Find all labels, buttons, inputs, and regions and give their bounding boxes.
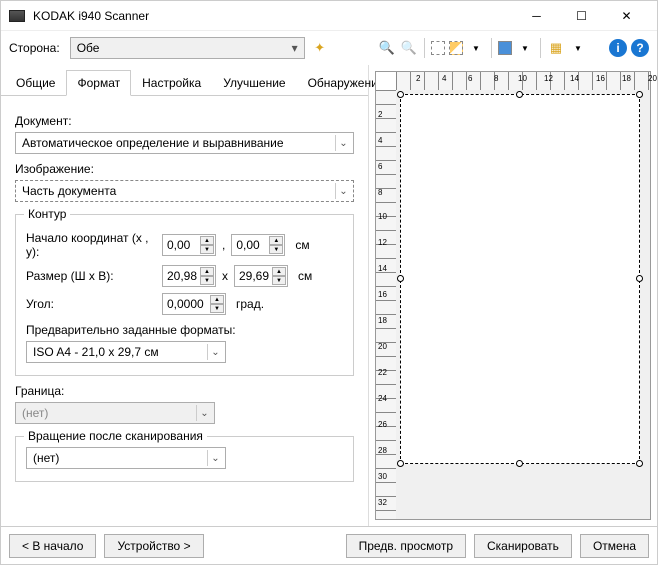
zoom-in-icon[interactable]: 🔍 bbox=[378, 39, 396, 57]
side-value: Обе bbox=[77, 41, 100, 55]
preview-button[interactable]: Предв. просмотр bbox=[346, 534, 466, 558]
rotation-value: (нет) bbox=[33, 451, 59, 465]
cancel-button[interactable]: Отмена bbox=[580, 534, 649, 558]
toolbar: Сторона: Обе ✦ 🔍 🔍 ▼ ▼ ▦ ▼ i ? bbox=[1, 31, 657, 65]
tabs: Общие Формат Настройка Улучшение Обнаруж… bbox=[1, 65, 368, 96]
unit-deg: град. bbox=[236, 297, 264, 311]
handle-n[interactable] bbox=[516, 91, 523, 98]
side-label: Сторона: bbox=[9, 41, 60, 55]
separator bbox=[491, 38, 492, 58]
contour-group: Контур Начало координат (x , y): 0,00▲▼ … bbox=[15, 214, 354, 376]
origin-label: Начало координат (x , y): bbox=[26, 231, 156, 259]
tab-format[interactable]: Формат bbox=[66, 70, 131, 96]
border-combo[interactable]: (нет) ⌄ bbox=[15, 402, 215, 424]
left-panel: Общие Формат Настройка Улучшение Обнаруж… bbox=[1, 65, 369, 526]
chevron-down-icon[interactable]: ▼ bbox=[569, 39, 587, 57]
angle-input[interactable]: 0,0000▲▼ bbox=[162, 293, 226, 315]
window-title: KODAK i940 Scanner bbox=[33, 9, 514, 23]
size-label: Размер (Ш x В): bbox=[26, 269, 156, 283]
zoom-tools: 🔍 🔍 ▼ ▼ ▦ ▼ i ? bbox=[378, 38, 649, 58]
separator bbox=[424, 38, 425, 58]
main-area: Общие Формат Настройка Улучшение Обнаруж… bbox=[1, 65, 657, 526]
scan-button[interactable]: Сканировать bbox=[474, 534, 572, 558]
app-icon bbox=[9, 10, 25, 22]
chevron-down-icon: ⌄ bbox=[335, 135, 351, 151]
select-partial-icon[interactable] bbox=[449, 41, 463, 55]
rotation-combo[interactable]: (нет) ⌄ bbox=[26, 447, 226, 469]
list-icon[interactable]: ▦ bbox=[547, 39, 565, 57]
size-w-input[interactable]: 20,98▲▼ bbox=[162, 265, 216, 287]
format-panel: Документ: Автоматическое определение и в… bbox=[1, 96, 368, 526]
handle-sw[interactable] bbox=[397, 460, 404, 467]
select-dotted-icon[interactable] bbox=[431, 41, 445, 55]
angle-label: Угол: bbox=[26, 297, 156, 311]
device-button[interactable]: Устройство > bbox=[104, 534, 203, 558]
image-value: Часть документа bbox=[22, 184, 116, 198]
chevron-down-icon[interactable]: ▼ bbox=[516, 39, 534, 57]
document-combo[interactable]: Автоматическое определение и выравнивани… bbox=[15, 132, 354, 154]
tab-setup[interactable]: Настройка bbox=[131, 70, 212, 96]
handle-s[interactable] bbox=[516, 460, 523, 467]
chevron-down-icon[interactable]: ▼ bbox=[467, 39, 485, 57]
angle-row: Угол: 0,0000▲▼ град. bbox=[26, 293, 343, 315]
contour-title: Контур bbox=[24, 207, 70, 221]
chevron-down-icon: ⌄ bbox=[207, 450, 223, 466]
image-label: Изображение: bbox=[15, 162, 354, 176]
maximize-button[interactable]: ☐ bbox=[559, 2, 604, 30]
titlebar: KODAK i940 Scanner ─ ☐ ✕ bbox=[1, 1, 657, 31]
image-combo[interactable]: Часть документа ⌄ bbox=[15, 180, 354, 202]
preset-value: ISO A4 - 21,0 x 29,7 см bbox=[33, 345, 159, 359]
rotation-title: Вращение после сканирования bbox=[24, 429, 207, 443]
home-button[interactable]: < В начало bbox=[9, 534, 96, 558]
chevron-down-icon: ⌄ bbox=[335, 183, 351, 199]
window-buttons: ─ ☐ ✕ bbox=[514, 2, 649, 30]
document-label: Документ: bbox=[15, 114, 354, 128]
origin-x-input[interactable]: 0,00▲▼ bbox=[162, 234, 216, 256]
info-icon[interactable]: i bbox=[609, 39, 627, 57]
rotation-group: Вращение после сканирования (нет) ⌄ bbox=[15, 436, 354, 482]
handle-ne[interactable] bbox=[636, 91, 643, 98]
document-value: Автоматическое определение и выравнивани… bbox=[22, 136, 284, 150]
button-bar: < В начало Устройство > Предв. просмотр … bbox=[1, 526, 657, 564]
handle-e[interactable] bbox=[636, 275, 643, 282]
chevron-down-icon: ⌄ bbox=[196, 405, 212, 421]
preset-label: Предварительно заданные форматы: bbox=[26, 323, 343, 337]
size-h-input[interactable]: 29,69▲▼ bbox=[234, 265, 288, 287]
ruler-horizontal: 2 4 6 8 10 12 14 16 18 20 bbox=[396, 72, 650, 90]
select-filled-icon[interactable] bbox=[498, 41, 512, 55]
chevron-down-icon: ⌄ bbox=[207, 344, 223, 360]
preview-area[interactable]: 2 4 6 8 10 12 14 16 18 20 2 4 6 8 10 12 … bbox=[375, 71, 651, 520]
side-select[interactable]: Обе bbox=[70, 37, 305, 59]
handle-nw[interactable] bbox=[397, 91, 404, 98]
handle-w[interactable] bbox=[397, 275, 404, 282]
tab-enhance[interactable]: Улучшение bbox=[212, 70, 296, 96]
origin-y-input[interactable]: 0,00▲▼ bbox=[231, 234, 285, 256]
minimize-button[interactable]: ─ bbox=[514, 2, 559, 30]
zoom-out-icon[interactable]: 🔍 bbox=[400, 39, 418, 57]
origin-row: Начало координат (x , y): 0,00▲▼ , 0,00▲… bbox=[26, 231, 343, 259]
comma: , bbox=[222, 238, 225, 252]
wand-icon[interactable]: ✦ bbox=[311, 39, 329, 57]
border-label: Граница: bbox=[15, 384, 354, 398]
ruler-vertical: 2 4 6 8 10 12 14 16 18 20 22 24 26 28 30… bbox=[376, 90, 396, 519]
unit-cm: см bbox=[295, 238, 309, 252]
preview-canvas[interactable] bbox=[396, 90, 650, 519]
preview-page[interactable] bbox=[400, 94, 640, 464]
size-row: Размер (Ш x В): 20,98▲▼ x 29,69▲▼ см bbox=[26, 265, 343, 287]
close-button[interactable]: ✕ bbox=[604, 2, 649, 30]
separator bbox=[540, 38, 541, 58]
help-icon[interactable]: ? bbox=[631, 39, 649, 57]
border-value: (нет) bbox=[22, 406, 48, 420]
x-sep: x bbox=[222, 269, 228, 283]
tab-general[interactable]: Общие bbox=[5, 70, 66, 96]
preview-panel: 2 4 6 8 10 12 14 16 18 20 2 4 6 8 10 12 … bbox=[369, 65, 657, 526]
preset-combo[interactable]: ISO A4 - 21,0 x 29,7 см ⌄ bbox=[26, 341, 226, 363]
handle-se[interactable] bbox=[636, 460, 643, 467]
unit-cm: см bbox=[298, 269, 312, 283]
